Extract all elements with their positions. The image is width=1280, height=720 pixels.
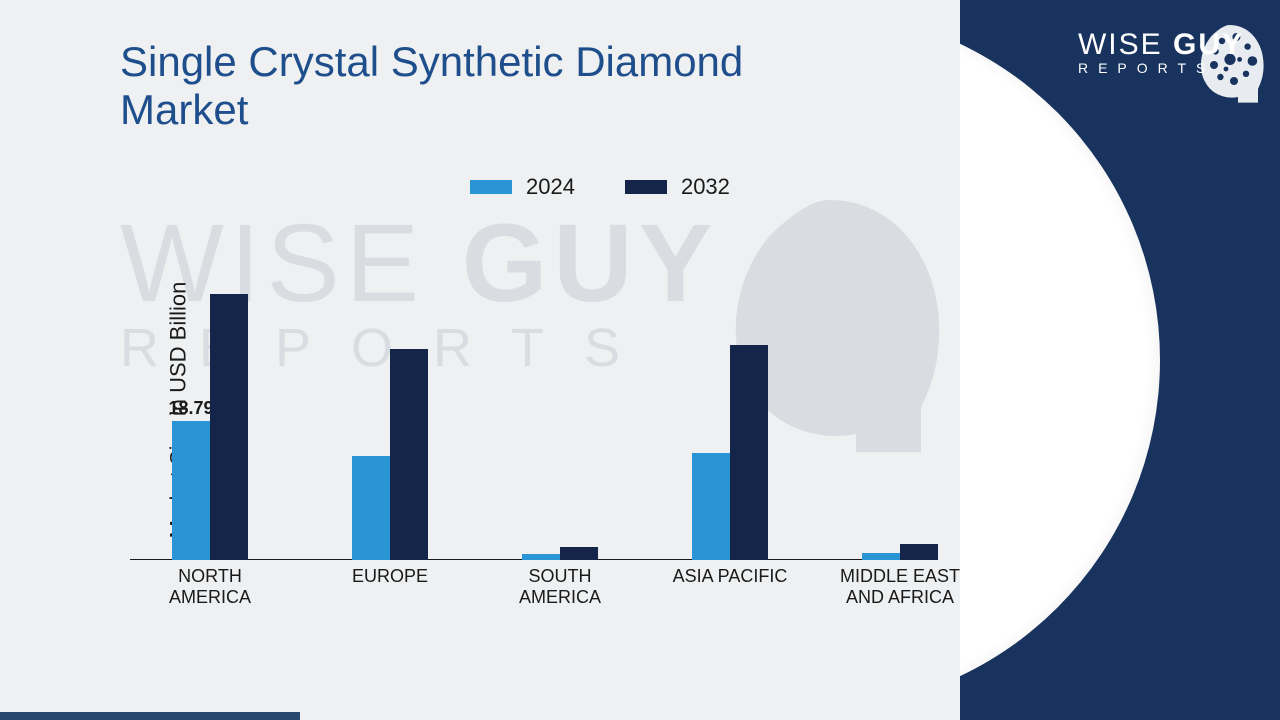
chart-legend: 2024 2032 [470,174,730,200]
bar-2024: 18.79 [172,421,210,560]
bar-2032 [730,345,768,560]
footer-accent-bar [0,712,300,720]
legend-item-2032: 2032 [625,174,730,200]
plot-area: 18.79NORTH AMERICAEUROPESOUTH AMERICAASI… [130,190,930,560]
bar-2024 [692,453,730,560]
bar-2032 [900,544,938,560]
legend-label-2024: 2024 [526,174,575,200]
legend-swatch-2024 [470,180,512,194]
legend-swatch-2032 [625,180,667,194]
brand-word2: GUY [1173,28,1244,61]
bar-2032 [560,547,598,560]
category-label: ASIA PACIFIC [660,566,800,587]
bar-2032 [210,294,248,560]
brand-logo: WISE GUY REPORTS [1078,28,1244,76]
category-label: EUROPE [320,566,460,587]
category-label: NORTH AMERICA [140,566,280,607]
bar-2024 [522,554,560,560]
brand-subtext: REPORTS [1078,60,1244,76]
bar-chart: Market Size in USD Billion 18.79NORTH AM… [60,170,940,650]
legend-label-2032: 2032 [681,174,730,200]
bar-2032 [390,349,428,560]
category-label: SOUTH AMERICA [490,566,630,607]
brand-word1: WISE [1078,28,1163,61]
bar-value-label: 18.79 [168,398,213,419]
bar-2024 [352,456,390,560]
chart-title: Single Crystal Synthetic Diamond Market [120,38,840,135]
bar-2024 [862,553,900,560]
category-label: MIDDLE EAST AND AFRICA [830,566,970,607]
legend-item-2024: 2024 [470,174,575,200]
